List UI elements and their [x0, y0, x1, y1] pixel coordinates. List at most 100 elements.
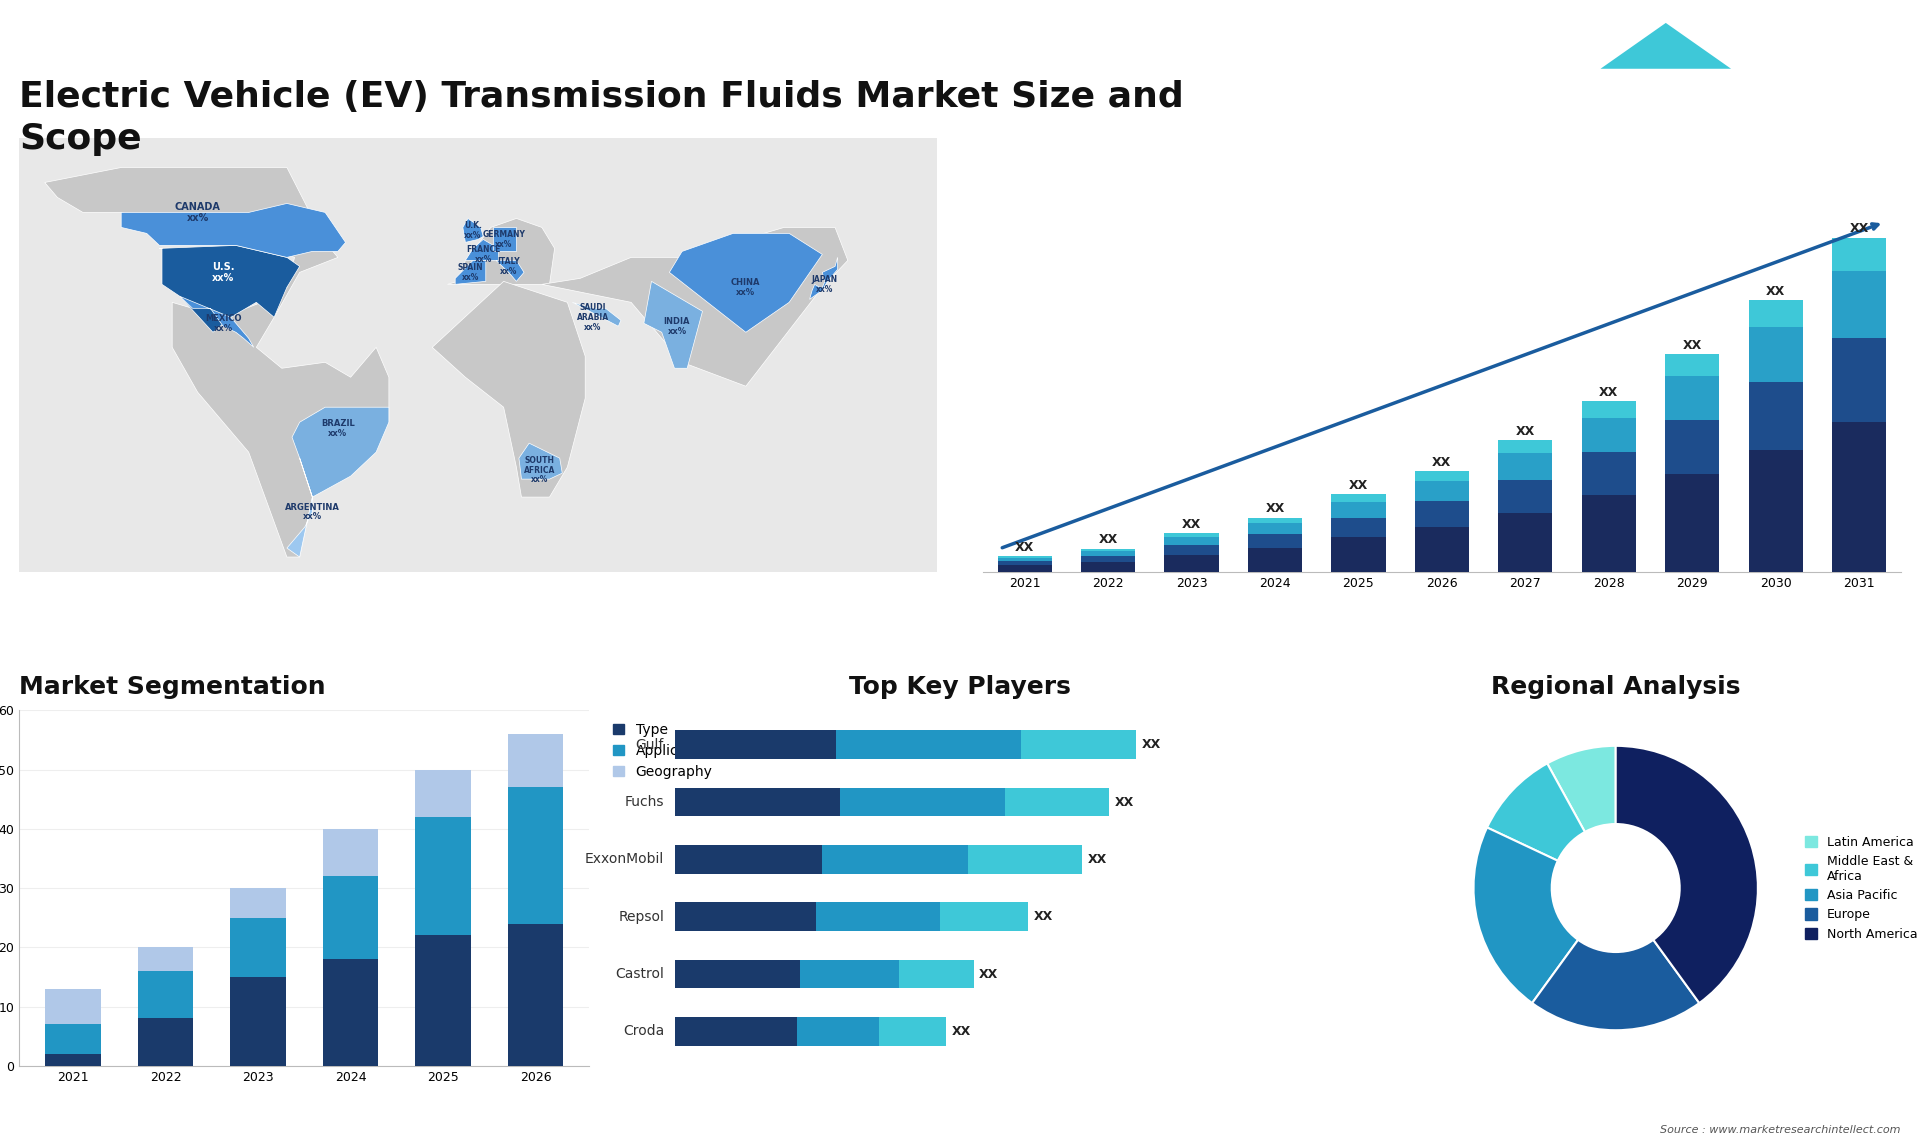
- Text: INTELLECT: INTELLECT: [1701, 91, 1774, 104]
- Text: XX: XX: [1350, 479, 1369, 492]
- Bar: [1832, 237, 1885, 272]
- Polygon shape: [463, 219, 484, 243]
- Bar: [1832, 422, 1885, 572]
- Polygon shape: [1601, 23, 1732, 69]
- Bar: [1498, 453, 1553, 479]
- Bar: [1665, 376, 1718, 419]
- Bar: [1665, 419, 1718, 474]
- Bar: [676, 787, 839, 816]
- Bar: [44, 1025, 100, 1054]
- Bar: [138, 971, 194, 1019]
- Bar: [138, 1019, 194, 1066]
- Text: Market Segmentation: Market Segmentation: [19, 675, 326, 699]
- Bar: [879, 1017, 947, 1045]
- Wedge shape: [1488, 763, 1584, 861]
- Bar: [676, 1017, 797, 1045]
- Bar: [1164, 533, 1219, 537]
- Bar: [1081, 562, 1135, 572]
- Text: XX: XX: [979, 967, 998, 981]
- Bar: [138, 948, 194, 971]
- Bar: [1749, 300, 1803, 327]
- Bar: [1415, 501, 1469, 526]
- Bar: [816, 902, 939, 931]
- Bar: [1415, 471, 1469, 481]
- Text: SOUTH
AFRICA
xx%: SOUTH AFRICA xx%: [524, 456, 555, 485]
- Legend: Type, Application, Geography: Type, Application, Geography: [609, 717, 718, 784]
- Bar: [1331, 518, 1386, 537]
- Bar: [230, 918, 286, 976]
- Bar: [509, 924, 563, 1066]
- Text: Castrol: Castrol: [614, 967, 664, 981]
- Wedge shape: [1617, 746, 1759, 1003]
- Bar: [1331, 537, 1386, 572]
- Text: U.S.
xx%: U.S. xx%: [211, 262, 234, 283]
- Bar: [1498, 440, 1553, 453]
- Legend: Latin America, Middle East &
Africa, Asia Pacific, Europe, North America: Latin America, Middle East & Africa, Asi…: [1799, 831, 1920, 945]
- Bar: [230, 888, 286, 918]
- Text: Croda: Croda: [622, 1025, 664, 1038]
- Text: ITALY
xx%: ITALY xx%: [497, 257, 520, 276]
- Bar: [1164, 555, 1219, 572]
- Bar: [676, 902, 816, 931]
- Polygon shape: [810, 258, 837, 299]
- Text: XX: XX: [1087, 853, 1106, 866]
- Bar: [1004, 787, 1110, 816]
- Bar: [1021, 730, 1137, 759]
- Polygon shape: [159, 245, 300, 332]
- Polygon shape: [455, 260, 486, 284]
- Bar: [44, 1054, 100, 1066]
- Bar: [998, 562, 1052, 565]
- Text: XX: XX: [1432, 456, 1452, 469]
- Bar: [509, 733, 563, 787]
- Bar: [676, 845, 822, 873]
- Bar: [1832, 338, 1885, 422]
- Text: MEXICO
xx%: MEXICO xx%: [205, 314, 242, 332]
- Bar: [1665, 474, 1718, 572]
- Text: RESEARCH: RESEARCH: [1701, 68, 1774, 81]
- Bar: [1164, 537, 1219, 544]
- Text: XX: XX: [1682, 339, 1701, 352]
- Bar: [839, 787, 1004, 816]
- Bar: [899, 959, 973, 988]
- Bar: [1749, 327, 1803, 382]
- Bar: [676, 730, 837, 759]
- Text: Gulf: Gulf: [636, 738, 664, 752]
- Bar: [509, 787, 563, 924]
- Bar: [998, 558, 1052, 562]
- Polygon shape: [447, 219, 555, 284]
- Bar: [323, 959, 378, 1066]
- Wedge shape: [1548, 746, 1617, 832]
- Text: Fuchs: Fuchs: [624, 795, 664, 809]
- Bar: [676, 959, 801, 988]
- Bar: [44, 989, 100, 1025]
- Text: Source : www.marketresearchintellect.com: Source : www.marketresearchintellect.com: [1661, 1124, 1901, 1135]
- Polygon shape: [44, 167, 390, 557]
- Bar: [1582, 495, 1636, 572]
- Text: ARGENTINA
xx%: ARGENTINA xx%: [284, 503, 340, 521]
- Bar: [1665, 354, 1718, 376]
- Polygon shape: [432, 282, 586, 497]
- Text: CHINA
xx%: CHINA xx%: [732, 278, 760, 297]
- Text: Electric Vehicle (EV) Transmission Fluids Market Size and
Scope: Electric Vehicle (EV) Transmission Fluid…: [19, 80, 1185, 156]
- Text: XX: XX: [1016, 541, 1035, 555]
- Text: CANADA
xx%: CANADA xx%: [175, 202, 221, 222]
- Text: SAUDI
ARABIA
xx%: SAUDI ARABIA xx%: [576, 303, 609, 331]
- Bar: [1582, 401, 1636, 418]
- Wedge shape: [1473, 827, 1578, 1003]
- Text: XX: XX: [1142, 738, 1162, 751]
- Text: ExxonMobil: ExxonMobil: [586, 853, 664, 866]
- Bar: [230, 976, 286, 1066]
- Bar: [822, 845, 968, 873]
- Title: Regional Analysis: Regional Analysis: [1492, 675, 1740, 699]
- Polygon shape: [670, 234, 822, 332]
- Polygon shape: [493, 227, 516, 251]
- Polygon shape: [180, 297, 253, 347]
- Polygon shape: [541, 227, 849, 386]
- Polygon shape: [495, 260, 524, 282]
- Bar: [1749, 382, 1803, 449]
- Text: MARKET: MARKET: [1709, 45, 1766, 58]
- Polygon shape: [465, 240, 499, 260]
- Bar: [968, 845, 1083, 873]
- Bar: [323, 877, 378, 959]
- Bar: [998, 557, 1052, 558]
